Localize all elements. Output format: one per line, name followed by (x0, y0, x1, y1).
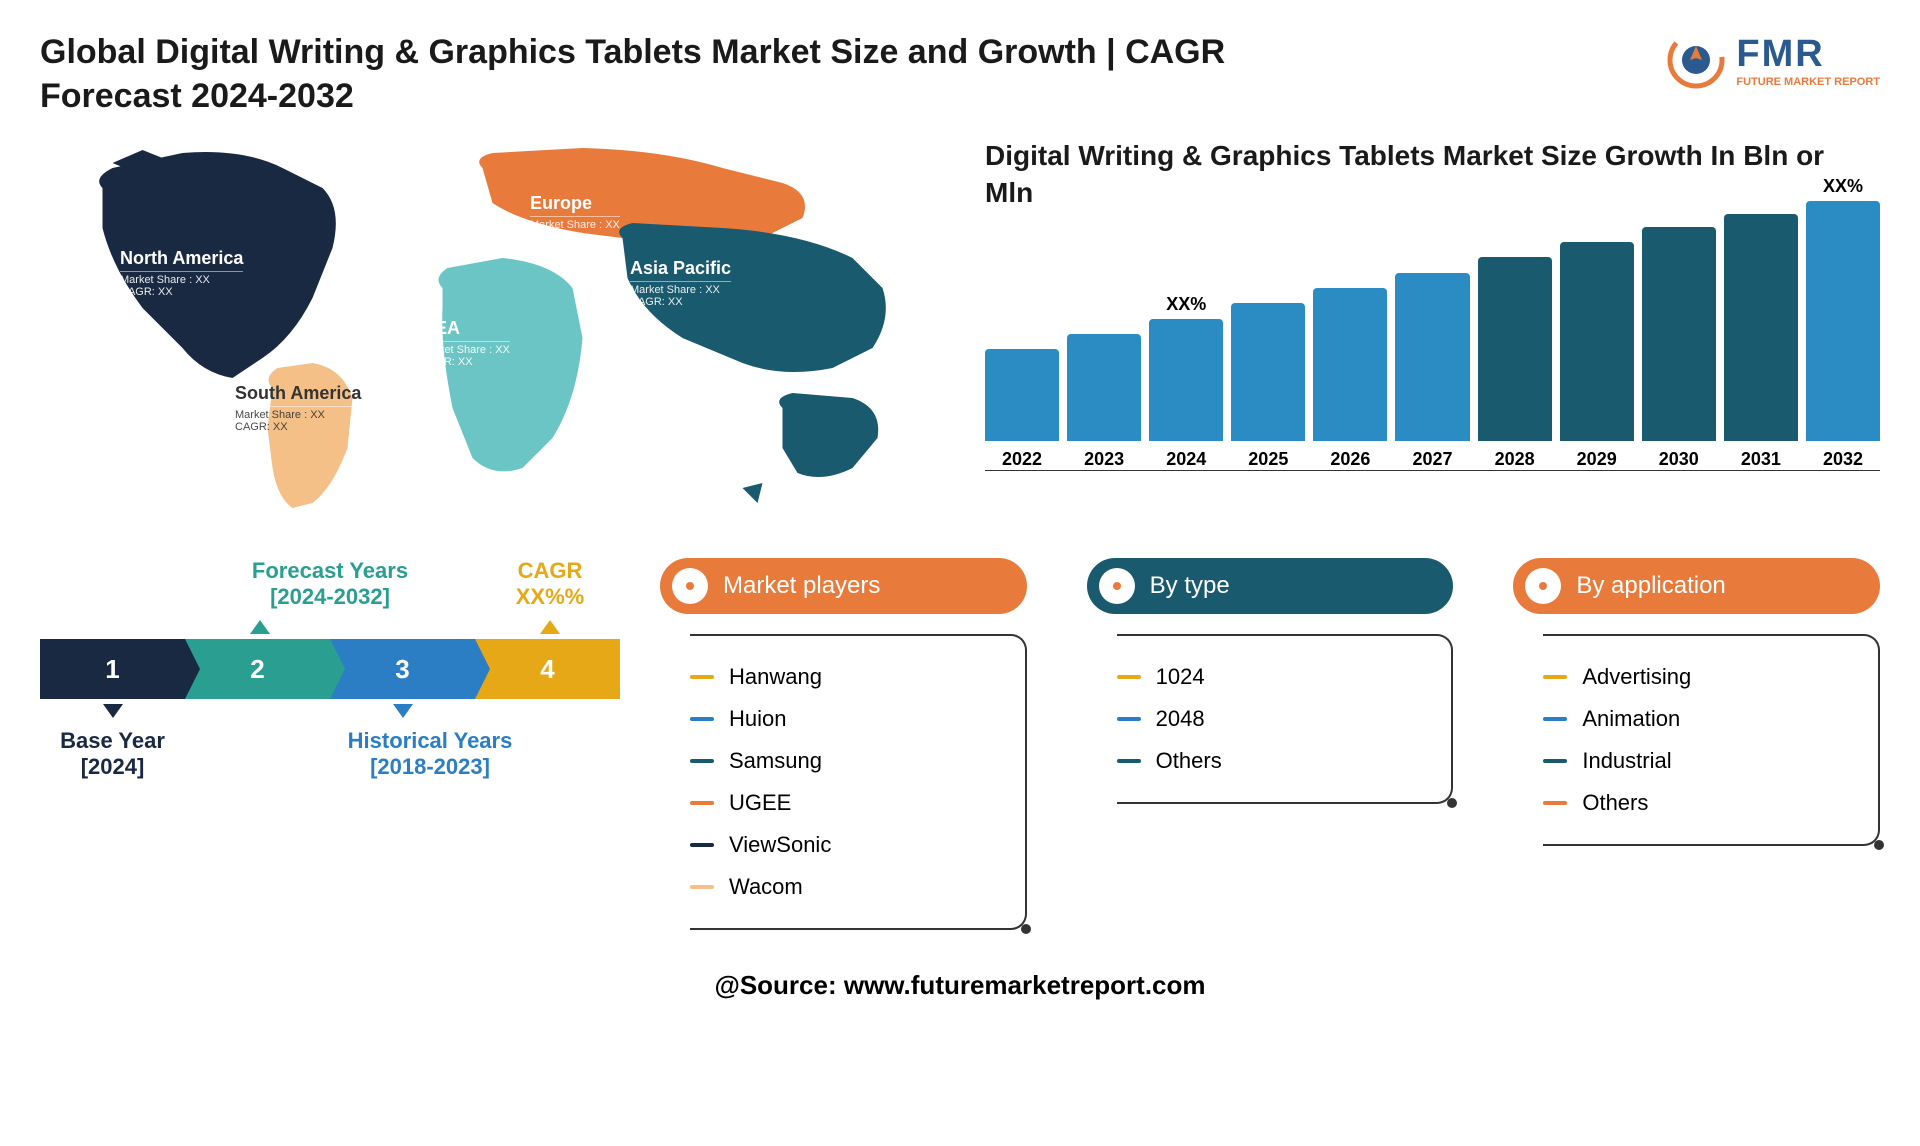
bar-item: XX%2032 (1806, 201, 1880, 470)
bar-year-label: 2022 (1002, 449, 1042, 470)
timeline-segment: 3 (330, 639, 475, 699)
bar-year-label: 2024 (1166, 449, 1206, 470)
bar-year-label: 2025 (1248, 449, 1288, 470)
bar-year-label: 2031 (1741, 449, 1781, 470)
category-item: Samsung (690, 740, 1005, 782)
category-item: UGEE (690, 782, 1005, 824)
category-item: Others (1117, 740, 1432, 782)
logo-sub-text: FUTURE MARKET REPORT (1736, 76, 1880, 88)
category-item: Hanwang (690, 656, 1005, 698)
bar-year-label: 2027 (1412, 449, 1452, 470)
timeline-segment: 2 (185, 639, 330, 699)
growth-bar-chart: 20222023XX%20242025202620272028202920302… (985, 231, 1880, 511)
bar-year-label: 2032 (1823, 449, 1863, 470)
timeline-segment: 1 (40, 639, 185, 699)
map-region-europe: EuropeMarket Share : XXCAGR: XX (530, 193, 620, 243)
bar-item: 2031 (1724, 214, 1798, 470)
category-item: 1024 (1117, 656, 1432, 698)
forecast-label: Forecast Years [2024-2032] (180, 558, 480, 610)
chart-title: Digital Writing & Graphics Tablets Marke… (985, 138, 1880, 211)
logo-icon (1666, 30, 1726, 90)
historical-label: Historical Years [2018-2023] (330, 728, 530, 780)
bar-item: 2027 (1395, 273, 1469, 471)
category-item: Industrial (1543, 740, 1858, 782)
bar-item: 2026 (1313, 288, 1387, 470)
map-region-asia-pacific: Asia PacificMarket Share : XXCAGR: XX (630, 258, 731, 308)
fmr-logo: FMR FUTURE MARKET REPORT (1666, 30, 1880, 90)
bar-item: 2023 (1067, 334, 1141, 470)
category-by-application: .circle::after{background:#e87b3c}By app… (1513, 558, 1880, 930)
category-item: ViewSonic (690, 824, 1005, 866)
category-item: Others (1543, 782, 1858, 824)
source-text: @Source: www.futuremarketreport.com (40, 970, 1880, 1001)
category-header: .circle::after{background:#e87b3c}Market… (660, 558, 1027, 614)
map-region-mea: MEAMarket Share : XXCAGR: XX (420, 318, 510, 368)
timeline: Forecast Years [2024-2032] CAGR XX%% 123… (40, 558, 620, 780)
bar-annotation: XX% (1166, 294, 1206, 315)
category-item: 2048 (1117, 698, 1432, 740)
world-map: North AmericaMarket Share : XXCAGR: XX So… (40, 138, 935, 518)
bar-item: 2022 (985, 349, 1059, 470)
bar-item: XX%2024 (1149, 319, 1223, 471)
base-year-label: Base Year [2024] (40, 728, 185, 780)
bar-year-label: 2023 (1084, 449, 1124, 470)
bar-item: 2030 (1642, 227, 1716, 470)
timeline-segment: 4 (475, 639, 620, 699)
bar-item: 2028 (1478, 257, 1552, 470)
bar-item: 2025 (1231, 303, 1305, 470)
bar-year-label: 2026 (1330, 449, 1370, 470)
map-region-south-america: South AmericaMarket Share : XXCAGR: XX (235, 383, 361, 433)
cagr-label: CAGR XX%% (480, 558, 620, 610)
category-market-players: .circle::after{background:#e87b3c}Market… (660, 558, 1027, 930)
bar-annotation: XX% (1823, 176, 1863, 197)
category-item: Huion (690, 698, 1005, 740)
category-header: .circle::after{background:#1a5a6e}By typ… (1087, 558, 1454, 614)
map-region-north-america: North AmericaMarket Share : XXCAGR: XX (120, 248, 243, 298)
category-item: Animation (1543, 698, 1858, 740)
bar-year-label: 2030 (1659, 449, 1699, 470)
category-item: Wacom (690, 866, 1005, 908)
page-title: Global Digital Writing & Graphics Tablet… (40, 30, 1240, 118)
category-header: .circle::after{background:#e87b3c}By app… (1513, 558, 1880, 614)
logo-main-text: FMR (1736, 33, 1880, 76)
bar-year-label: 2028 (1495, 449, 1535, 470)
bar-year-label: 2029 (1577, 449, 1617, 470)
category-item: Advertising (1543, 656, 1858, 698)
category-by-type: .circle::after{background:#1a5a6e}By typ… (1087, 558, 1454, 930)
bar-item: 2029 (1560, 242, 1634, 470)
